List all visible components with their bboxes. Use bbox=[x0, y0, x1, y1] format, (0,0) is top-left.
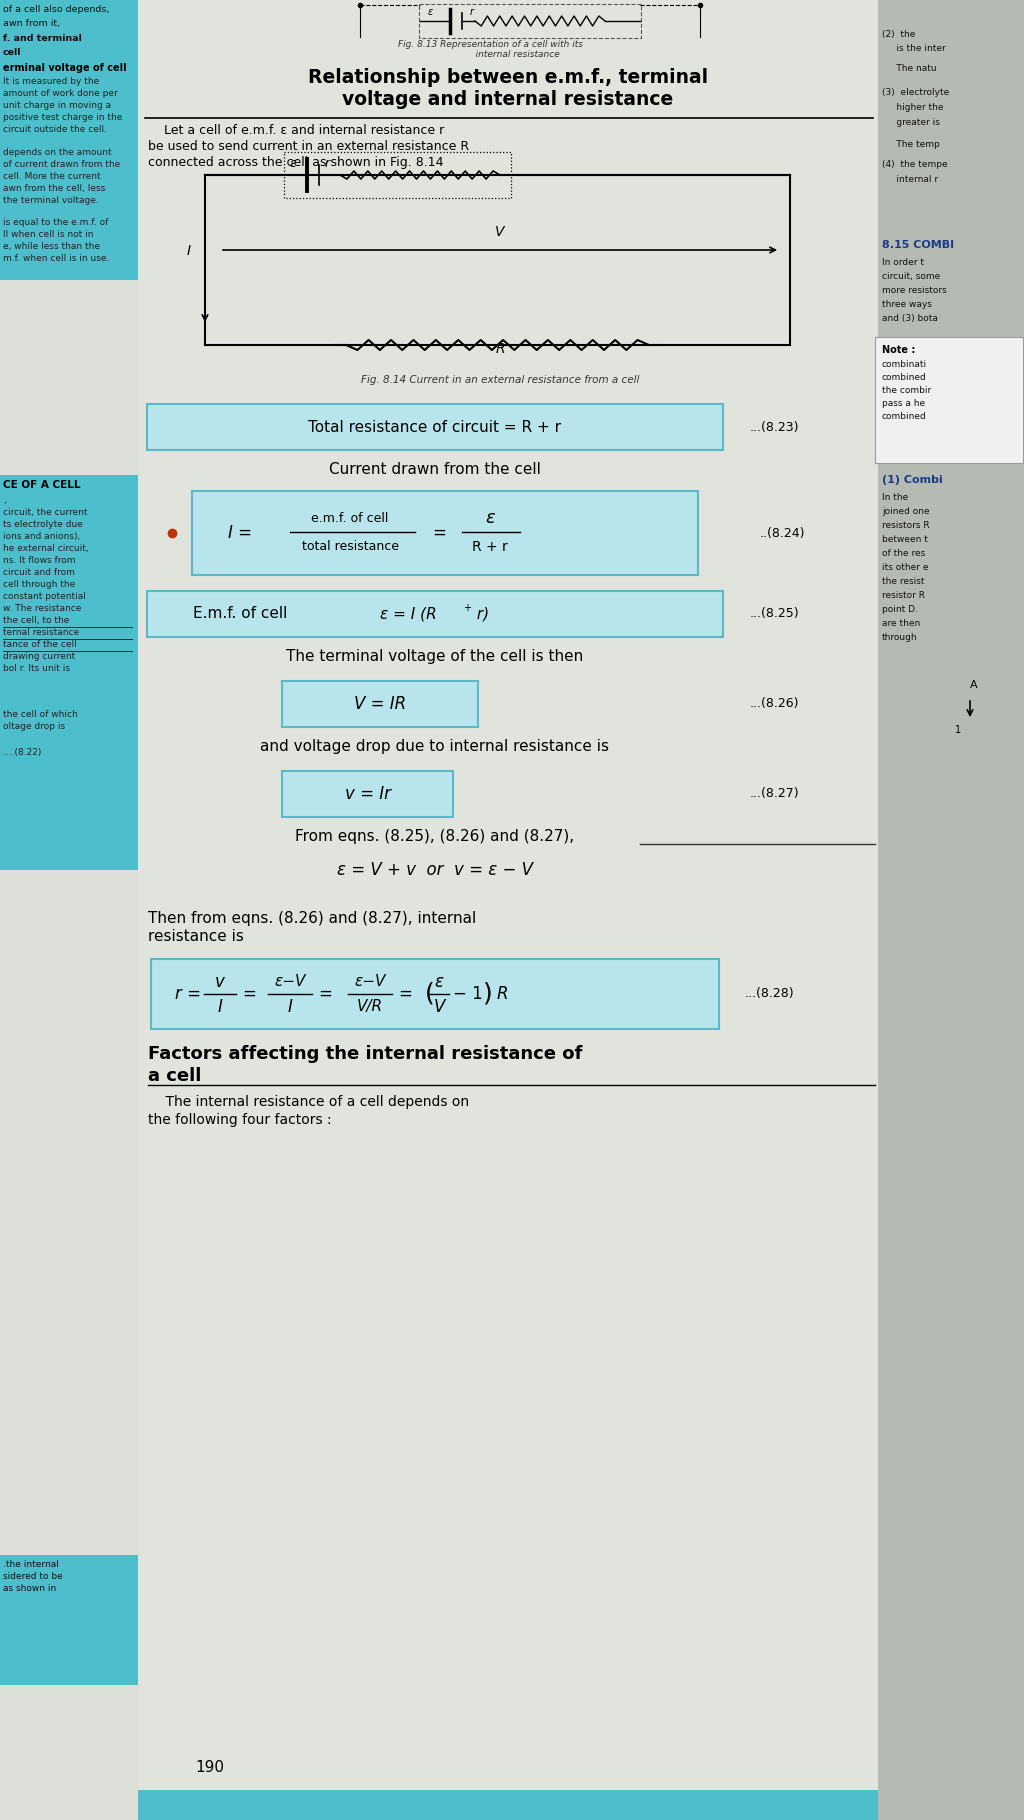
Text: depends on the amount: depends on the amount bbox=[3, 147, 112, 157]
Bar bbox=[138, 0, 878, 1820]
FancyBboxPatch shape bbox=[147, 404, 723, 450]
Text: ions and anions),: ions and anions), bbox=[3, 531, 80, 541]
Text: ε = V + v  or  v = ε − V: ε = V + v or v = ε − V bbox=[337, 861, 534, 879]
Text: Total resistance of circuit = R + r: Total resistance of circuit = R + r bbox=[308, 419, 561, 435]
Bar bbox=[138, 1791, 878, 1820]
Text: constant potential: constant potential bbox=[3, 592, 86, 601]
Bar bbox=[878, 0, 1024, 1820]
Text: .the internal: .the internal bbox=[3, 1560, 58, 1569]
Text: m.f. when cell is in use.: m.f. when cell is in use. bbox=[3, 255, 110, 264]
Text: ...(8.27): ...(8.27) bbox=[750, 788, 800, 801]
Text: (1) Combi: (1) Combi bbox=[882, 475, 943, 484]
Text: v = Ir: v = Ir bbox=[345, 784, 391, 803]
Text: ε−V: ε−V bbox=[274, 974, 306, 990]
Text: ε: ε bbox=[290, 157, 297, 169]
Text: =: = bbox=[398, 985, 412, 1003]
Text: is the inter: is the inter bbox=[882, 44, 946, 53]
Text: ,: , bbox=[3, 497, 6, 504]
Text: drawing current: drawing current bbox=[3, 652, 75, 661]
Text: of the res: of the res bbox=[882, 550, 926, 559]
Text: ...(8.25): ...(8.25) bbox=[750, 608, 800, 621]
Text: ): ) bbox=[483, 983, 493, 1006]
Text: CE OF A CELL: CE OF A CELL bbox=[3, 480, 81, 490]
Text: +: + bbox=[463, 602, 471, 613]
Text: Relationship between e.m.f., terminal
voltage and internal resistance: Relationship between e.m.f., terminal vo… bbox=[308, 67, 708, 109]
Text: cell through the: cell through the bbox=[3, 581, 75, 590]
Text: r: r bbox=[470, 7, 474, 16]
Text: of current drawn from the: of current drawn from the bbox=[3, 160, 120, 169]
Text: three ways: three ways bbox=[882, 300, 932, 309]
Text: Fig. 8.13 Representation of a cell with its
                   internal resistan: Fig. 8.13 Representation of a cell with … bbox=[397, 40, 583, 60]
Text: 190: 190 bbox=[195, 1760, 224, 1774]
Text: e.m.f. of cell: e.m.f. of cell bbox=[311, 511, 389, 524]
Text: combinati: combinati bbox=[882, 360, 927, 369]
Text: The natu: The natu bbox=[882, 64, 937, 73]
Text: tance of the cell: tance of the cell bbox=[3, 641, 77, 650]
Text: The temp: The temp bbox=[882, 140, 940, 149]
Text: I: I bbox=[288, 997, 293, 1016]
Text: ll when cell is not in: ll when cell is not in bbox=[3, 229, 93, 238]
Text: positive test charge in the: positive test charge in the bbox=[3, 113, 123, 122]
Text: R: R bbox=[497, 985, 509, 1003]
Text: ts electrolyte due: ts electrolyte due bbox=[3, 521, 83, 530]
Text: more resistors: more resistors bbox=[882, 286, 947, 295]
Text: sidered to be: sidered to be bbox=[3, 1572, 62, 1582]
Text: ε−V: ε−V bbox=[354, 974, 386, 990]
Text: ternal resistance: ternal resistance bbox=[3, 628, 79, 637]
FancyBboxPatch shape bbox=[151, 959, 719, 1028]
Text: ....(8.22): ....(8.22) bbox=[3, 748, 41, 757]
Bar bbox=[0, 1685, 138, 1820]
Text: the cell of which: the cell of which bbox=[3, 710, 78, 719]
Text: joined one: joined one bbox=[882, 508, 930, 517]
Text: be used to send current in an external resistance R: be used to send current in an external r… bbox=[148, 140, 469, 153]
Text: (: ( bbox=[425, 983, 435, 1006]
Text: circuit, some: circuit, some bbox=[882, 271, 940, 280]
Text: he external circuit,: he external circuit, bbox=[3, 544, 89, 553]
Text: resistor R: resistor R bbox=[882, 592, 925, 601]
Text: − 1: − 1 bbox=[453, 985, 482, 1003]
Text: Factors affecting the internal resistance of: Factors affecting the internal resistanc… bbox=[148, 1045, 583, 1063]
Text: R: R bbox=[496, 342, 505, 357]
Text: 8.15 COMBI: 8.15 COMBI bbox=[882, 240, 954, 249]
Text: awn from it,: awn from it, bbox=[3, 18, 60, 27]
Text: r =: r = bbox=[175, 985, 201, 1003]
Text: its other e: its other e bbox=[882, 562, 929, 571]
Bar bbox=[0, 0, 138, 280]
Text: ...(8.28): ...(8.28) bbox=[745, 988, 795, 1001]
Text: =: = bbox=[318, 985, 332, 1003]
Text: ..(8.24): ..(8.24) bbox=[760, 526, 806, 539]
Bar bbox=[0, 1554, 138, 1685]
Text: as shown in: as shown in bbox=[3, 1583, 56, 1592]
Text: e, while less than the: e, while less than the bbox=[3, 242, 100, 251]
Text: V: V bbox=[496, 226, 505, 238]
Text: In order t: In order t bbox=[882, 258, 924, 268]
Text: From eqns. (8.25), (8.26) and (8.27),: From eqns. (8.25), (8.26) and (8.27), bbox=[296, 828, 574, 844]
Text: Note :: Note : bbox=[882, 346, 915, 355]
Text: r): r) bbox=[472, 606, 489, 621]
Text: is equal to the e.m.f. of: is equal to the e.m.f. of bbox=[3, 218, 109, 228]
Text: point D.: point D. bbox=[882, 604, 918, 613]
Text: ...(8.26): ...(8.26) bbox=[750, 697, 800, 710]
Bar bbox=[0, 1016, 138, 1554]
Text: ε = I (R: ε = I (R bbox=[380, 606, 437, 621]
FancyBboxPatch shape bbox=[193, 491, 698, 575]
Text: R + r: R + r bbox=[472, 541, 508, 553]
Text: I: I bbox=[187, 244, 191, 258]
Text: awn from the cell, less: awn from the cell, less bbox=[3, 184, 105, 193]
Text: (3)  electrolyte: (3) electrolyte bbox=[882, 87, 949, 96]
Text: through: through bbox=[882, 633, 918, 642]
Text: cell: cell bbox=[3, 47, 22, 56]
Text: ε: ε bbox=[434, 974, 443, 992]
Text: are then: are then bbox=[882, 619, 921, 628]
Text: greater is: greater is bbox=[882, 118, 940, 127]
Text: the combir: the combir bbox=[882, 386, 931, 395]
Text: =: = bbox=[242, 985, 256, 1003]
Text: V: V bbox=[433, 997, 444, 1016]
Text: circuit and from: circuit and from bbox=[3, 568, 75, 577]
Text: between t: between t bbox=[882, 535, 928, 544]
Bar bbox=[0, 870, 138, 1016]
Text: connected across the cell as shown in Fig. 8.14: connected across the cell as shown in Fi… bbox=[148, 157, 443, 169]
Text: Let a cell of e.m.f. ε and internal resistance r: Let a cell of e.m.f. ε and internal resi… bbox=[148, 124, 444, 136]
Text: ...(8.23): ...(8.23) bbox=[750, 420, 800, 433]
